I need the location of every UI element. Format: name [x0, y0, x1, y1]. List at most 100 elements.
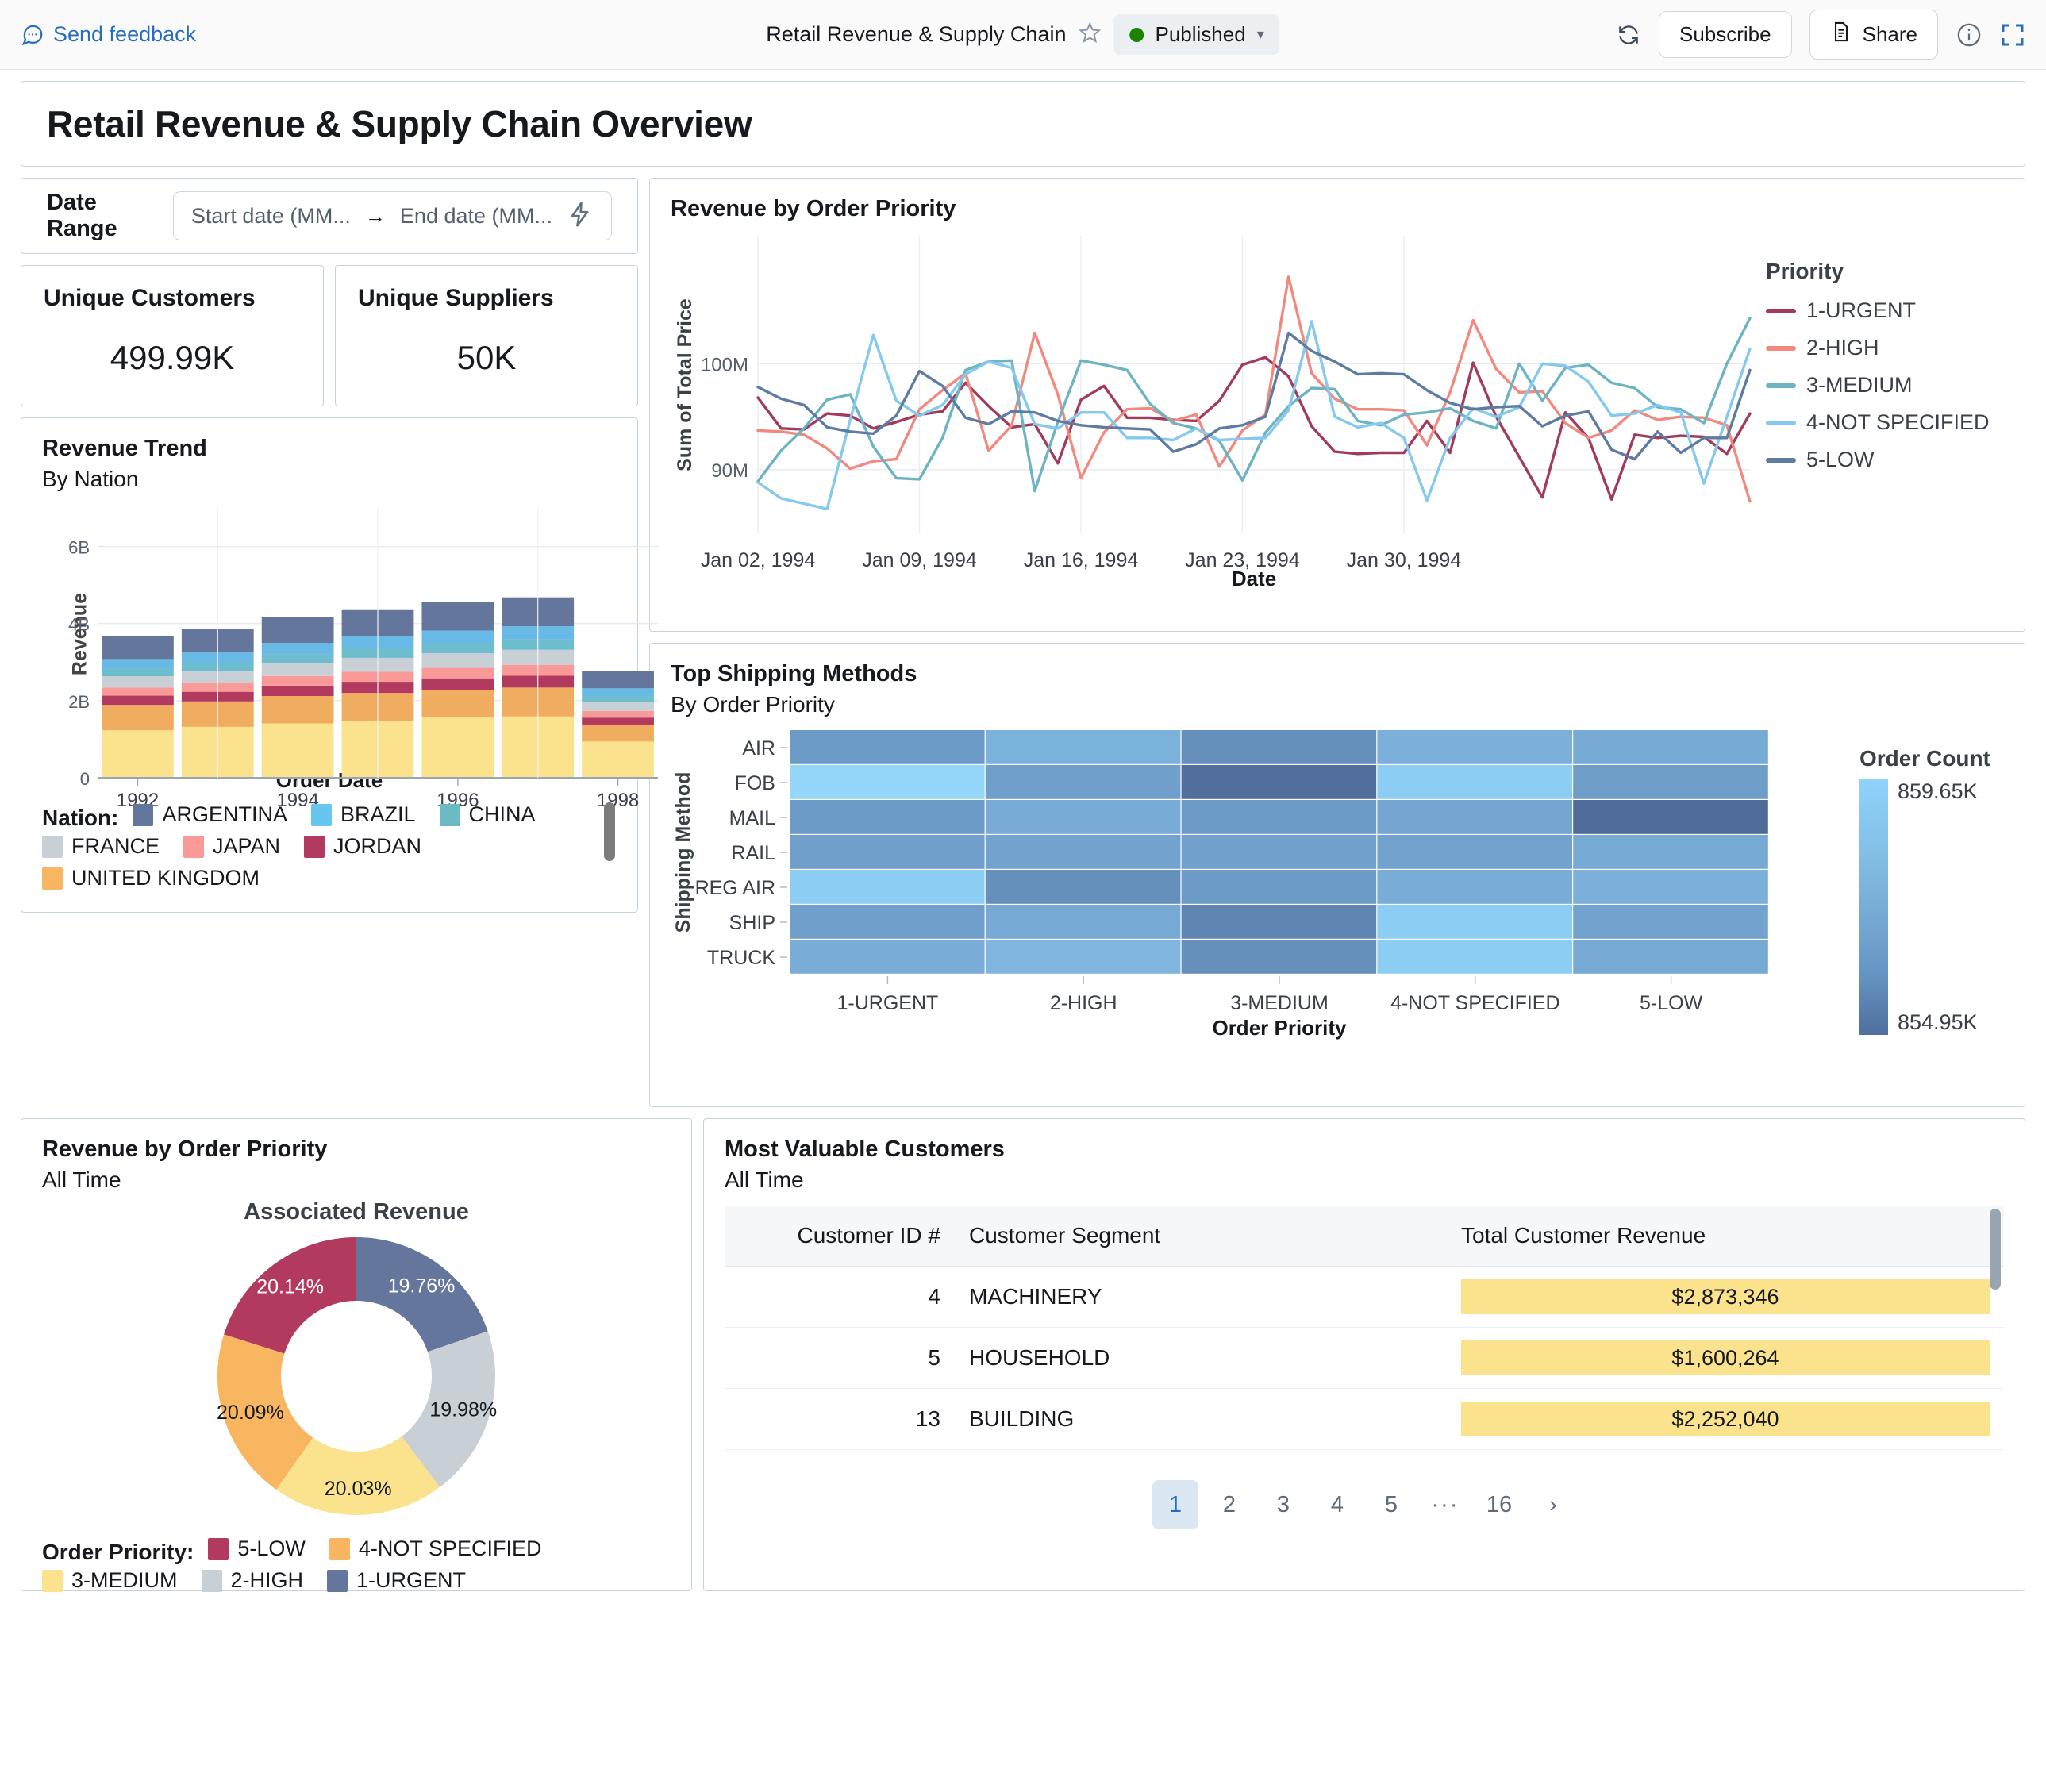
legend-label: 5-LOW — [237, 1536, 306, 1560]
cell-customer-segment: FURNITURE — [955, 1449, 1447, 1459]
legend-item-japan[interactable]: JAPAN — [183, 834, 280, 859]
line-chart-plot: 90M 100M Sum of Total Price Jan 02, 1994 Jan… — [671, 222, 1766, 617]
pagination-page-3[interactable]: 3 — [1276, 1491, 1290, 1517]
legend-swatch — [329, 1537, 350, 1560]
legend-item-5-low[interactable]: 5-LOW — [1766, 441, 2004, 479]
legend-item-france[interactable]: FRANCE — [42, 834, 160, 859]
fullscreen-icon[interactable] — [2000, 22, 2025, 48]
svg-text:90M: 90M — [711, 460, 748, 482]
revenue-trend-legend-scrollbar[interactable] — [604, 802, 615, 861]
pagination-page-2[interactable]: 2 — [1222, 1491, 1236, 1517]
cell-customer-id: 13 — [725, 1388, 955, 1450]
legend-label: BRAZIL — [340, 802, 416, 826]
pagination-next-button[interactable]: › — [1549, 1491, 1557, 1517]
donut-svg: 19.76% 19.98% 20.03% 20.09% 20.14% — [217, 1237, 497, 1515]
line-chart-legend: Priority 1-URGENT 2-HIGH 3-MEDIUM 4-NOT SPE… — [1766, 222, 2004, 617]
legend-item-3-medium[interactable]: 3-MEDIUM — [1766, 367, 2004, 404]
legend-item-2-high[interactable]: 2-HIGH — [1766, 329, 2004, 367]
customers-table: Customer ID # Customer Segment Total Cus… — [725, 1206, 2004, 1459]
pagination-page-1[interactable]: 1 — [1152, 1480, 1198, 1529]
legend-swatch — [327, 1569, 348, 1592]
legend-line-swatch — [1766, 345, 1796, 351]
svg-text:19.76%: 19.76% — [388, 1275, 456, 1297]
svg-text:19.98%: 19.98% — [429, 1398, 497, 1421]
legend-item-5-low[interactable]: 5-LOW — [208, 1536, 306, 1561]
scale-max-label: 859.65K — [1898, 779, 1978, 803]
legend-swatch — [133, 803, 154, 826]
customers-table-scrollbar[interactable] — [1990, 1209, 2001, 1290]
range-arrow-icon: → — [364, 203, 386, 228]
legend-item-argentina[interactable]: ARGENTINA — [133, 802, 287, 827]
column-customer-id[interactable]: Customer ID # — [725, 1206, 955, 1267]
info-icon[interactable] — [1956, 21, 1983, 48]
donut-plot-wrap: Associated Revenue 19.76% 19.98% 20.03% 20.… — [42, 1193, 671, 1527]
send-feedback-label: Send feedback — [53, 22, 197, 46]
svg-text:2-HIGH: 2-HIGH — [1050, 992, 1117, 1014]
kpi-value: 499.99K — [110, 339, 235, 376]
end-date-placeholder[interactable]: End date (MM... — [399, 203, 552, 228]
legend-item-1-urgent[interactable]: 1-URGENT — [1766, 292, 2004, 329]
subscribe-button[interactable]: Subscribe — [1658, 11, 1792, 58]
legend-label: 3-MEDIUM — [71, 1568, 178, 1592]
legend-item-jordan[interactable]: JORDAN — [304, 834, 421, 859]
heatmap-title: Top Shipping Methods — [671, 661, 917, 686]
table-row[interactable]: 13 BUILDING $2,252,040 — [725, 1388, 2004, 1450]
svg-text:2B: 2B — [68, 692, 90, 712]
start-date-placeholder[interactable]: Start date (MM... — [190, 203, 351, 228]
lightning-icon[interactable] — [567, 201, 594, 232]
pagination-page-4[interactable]: 4 — [1330, 1491, 1344, 1517]
left-column: Date Range Start date (MM... → End date … — [21, 178, 658, 1107]
legend-label: 4-NOT SPECIFIED — [358, 1536, 542, 1560]
table-row[interactable]: 5 HOUSEHOLD $1,600,264 — [725, 1327, 2004, 1389]
svg-text:4B: 4B — [68, 615, 90, 635]
cell-customer-id: 5 — [725, 1327, 955, 1389]
right-column: Revenue by Order Priority 90M 100M Sum of … — [649, 178, 2025, 1107]
table-row[interactable]: 4 MACHINERY $2,873,346 — [725, 1266, 2004, 1328]
donut-inner-title: Associated Revenue — [244, 1199, 469, 1225]
bottom-row: Revenue by Order Priority All Time Assoc… — [21, 1118, 2025, 1592]
line-chart-title: Revenue by Order Priority — [671, 196, 956, 221]
star-icon[interactable] — [1079, 21, 1102, 48]
svg-text:SHIP: SHIP — [729, 912, 775, 934]
pagination-page-16[interactable]: 16 — [1486, 1491, 1513, 1517]
dashboard-identity: Retail Revenue & Supply Chain Published … — [766, 14, 1280, 55]
svg-text:REG AIR: REG AIR — [695, 877, 775, 899]
legend-item-2-high[interactable]: 2-HIGH — [201, 1568, 303, 1593]
dashboard-header-card: Retail Revenue & Supply Chain Overview — [21, 81, 2025, 167]
send-feedback-link[interactable]: Send feedback — [21, 22, 196, 47]
refresh-icon[interactable] — [1616, 22, 1641, 48]
svg-text:Date: Date — [1232, 567, 1276, 590]
cell-total-revenue: $1,600,264 — [1447, 1327, 2004, 1389]
heatmap-subtitle: By Order Priority — [671, 692, 835, 717]
publish-status-badge[interactable]: Published ▾ — [1113, 14, 1280, 55]
column-customer-segment[interactable]: Customer Segment — [955, 1206, 1447, 1267]
legend-item-4-not-specified[interactable]: 4-NOT SPECIFIED — [1766, 404, 2004, 441]
legend-item-brazil[interactable]: BRAZIL — [310, 802, 416, 827]
svg-text:Sum of Total Price: Sum of Total Price — [674, 298, 696, 471]
table-row[interactable]: 14FURNITURE$1,123,496 — [725, 1449, 2004, 1459]
pagination-page-5[interactable]: 5 — [1384, 1491, 1398, 1517]
dashboard-title: Retail Revenue & Supply Chain — [766, 22, 1067, 46]
legend-line-swatch — [1766, 457, 1796, 463]
legend-item-united-kingdom[interactable]: UNITED KINGDOM — [42, 866, 260, 890]
legend-item-3-medium[interactable]: 3-MEDIUM — [42, 1568, 178, 1593]
legend-label: 4-NOT SPECIFIED — [1806, 410, 1990, 434]
status-label: Published — [1155, 22, 1246, 46]
donut-subtitle: All Time — [42, 1167, 121, 1192]
date-range-input[interactable]: Start date (MM... → End date (MM... — [172, 191, 612, 240]
legend-item-china[interactable]: CHINA — [439, 802, 536, 827]
cell-customer-id: 14 — [725, 1449, 955, 1459]
revenue-by-priority-donut-card: Revenue by Order Priority All Time Assoc… — [21, 1118, 692, 1592]
svg-text:Jan 23, 1994: Jan 23, 1994 — [1185, 549, 1300, 571]
legend-item-1-urgent[interactable]: 1-URGENT — [327, 1568, 466, 1593]
dashboard-grid: Date Range Start date (MM... → End date … — [21, 178, 2025, 1107]
donut-legend: Order Priority: 5-LOW 4-NOT SPECIFIED 3-ME… — [42, 1536, 671, 1600]
share-button[interactable]: Share — [1809, 10, 1938, 60]
heatmap-legend: Order Count 859.65K 854.95K — [1845, 725, 2004, 1092]
cell-total-revenue: $1,123,496 — [1447, 1449, 2004, 1459]
legend-item-4-not-specified[interactable]: 4-NOT SPECIFIED — [329, 1536, 542, 1561]
top-toolbar: Send feedback Retail Revenue & Supply Ch… — [0, 0, 2046, 70]
column-total-revenue[interactable]: Total Customer Revenue — [1447, 1206, 2004, 1267]
date-range-filter: Date Range Start date (MM... → End date … — [21, 178, 638, 254]
